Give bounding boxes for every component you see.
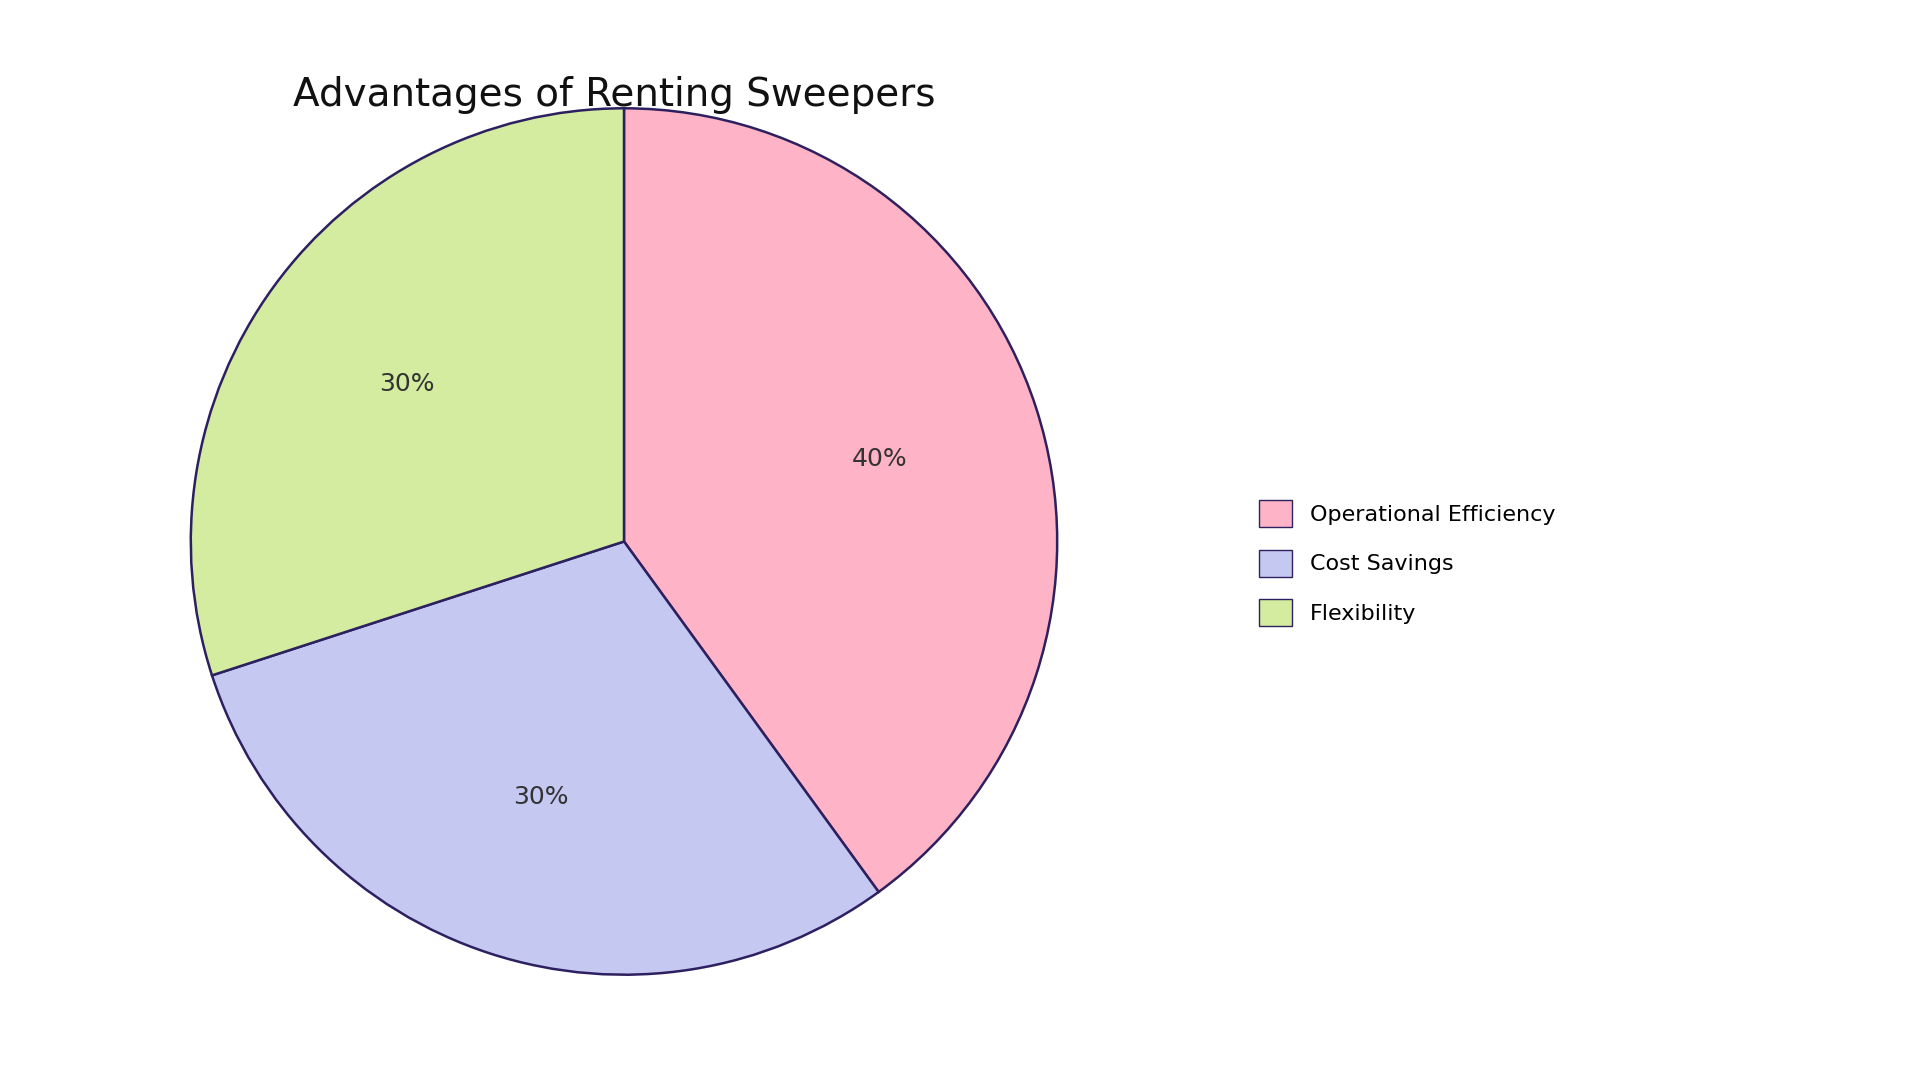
Wedge shape	[624, 108, 1058, 892]
Text: 40%: 40%	[852, 446, 908, 470]
Text: 30%: 30%	[378, 371, 434, 395]
Legend: Operational Efficiency, Cost Savings, Flexibility: Operational Efficiency, Cost Savings, Fl…	[1260, 500, 1555, 626]
Wedge shape	[211, 542, 879, 975]
Text: 30%: 30%	[513, 785, 568, 809]
Text: Advantages of Renting Sweepers: Advantages of Renting Sweepers	[294, 76, 935, 114]
Wedge shape	[190, 108, 624, 676]
